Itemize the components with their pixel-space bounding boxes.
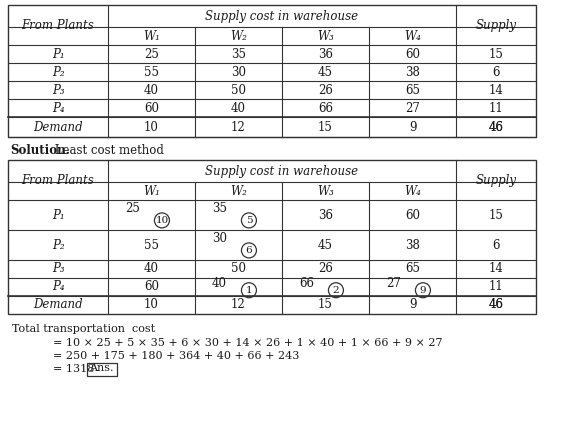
Text: 40: 40 — [231, 102, 246, 114]
Bar — [8, 160, 536, 314]
Text: 65: 65 — [405, 83, 420, 96]
Text: 60: 60 — [144, 280, 159, 294]
Text: 9: 9 — [409, 121, 416, 133]
Text: Supply: Supply — [476, 19, 516, 31]
Text: P₃: P₃ — [52, 263, 64, 275]
Text: 40: 40 — [144, 83, 159, 96]
Text: Supply cost in warehouse: Supply cost in warehouse — [205, 9, 359, 23]
Text: 12: 12 — [231, 298, 246, 312]
Text: W₃: W₃ — [317, 29, 334, 42]
Text: Total transportation  cost: Total transportation cost — [12, 324, 155, 334]
Text: P₁: P₁ — [52, 48, 64, 60]
Text: 60: 60 — [144, 102, 159, 114]
Text: 50: 50 — [231, 263, 246, 275]
Text: 36: 36 — [318, 48, 333, 60]
Text: 66: 66 — [318, 102, 333, 114]
Text: 66: 66 — [299, 277, 314, 289]
Text: 15: 15 — [489, 209, 503, 221]
Text: Solution.: Solution. — [10, 144, 70, 156]
Text: 5: 5 — [246, 216, 252, 225]
Text: 11: 11 — [489, 280, 503, 294]
Text: 15: 15 — [489, 48, 503, 60]
Text: 45: 45 — [318, 238, 333, 252]
Text: 6: 6 — [246, 246, 252, 255]
Text: P₂: P₂ — [52, 238, 64, 252]
Text: 46: 46 — [489, 298, 503, 312]
Text: = 250 + 175 + 180 + 364 + 40 + 66 + 243: = 250 + 175 + 180 + 364 + 40 + 66 + 243 — [53, 351, 299, 361]
Text: 10: 10 — [155, 216, 169, 225]
Text: 30: 30 — [231, 65, 246, 79]
Bar — [87, 363, 117, 376]
Text: 40: 40 — [212, 277, 227, 289]
Text: 45: 45 — [318, 65, 333, 79]
Text: = 1318: = 1318 — [53, 364, 95, 374]
Text: Supply: Supply — [476, 173, 516, 187]
Text: 40: 40 — [144, 263, 159, 275]
Text: 6: 6 — [492, 238, 500, 252]
Text: 50: 50 — [231, 83, 246, 96]
Text: Ans.: Ans. — [89, 363, 113, 373]
Text: 14: 14 — [489, 83, 503, 96]
Text: 35: 35 — [212, 202, 227, 215]
Text: 55: 55 — [144, 238, 159, 252]
Text: 46: 46 — [489, 298, 503, 312]
Text: 46: 46 — [489, 121, 503, 133]
Text: 27: 27 — [386, 277, 401, 289]
Text: W₁: W₁ — [143, 184, 160, 198]
Text: 25: 25 — [125, 202, 140, 215]
Text: 55: 55 — [144, 65, 159, 79]
Text: 65: 65 — [405, 263, 420, 275]
Text: From Plants: From Plants — [22, 173, 95, 187]
Text: P₂: P₂ — [52, 65, 64, 79]
Text: 46: 46 — [489, 121, 503, 133]
Text: From Plants: From Plants — [22, 19, 95, 31]
Text: 30: 30 — [212, 232, 227, 245]
Text: P₄: P₄ — [52, 280, 64, 294]
Text: W₃: W₃ — [317, 184, 334, 198]
Text: 25: 25 — [144, 48, 159, 60]
Text: W₄: W₄ — [404, 184, 421, 198]
Text: 15: 15 — [318, 298, 333, 312]
Text: 60: 60 — [405, 209, 420, 221]
Text: 9: 9 — [420, 286, 426, 295]
Text: 60: 60 — [405, 48, 420, 60]
Text: Demand: Demand — [33, 121, 83, 133]
Text: Supply cost in warehouse: Supply cost in warehouse — [205, 164, 359, 178]
Text: 2: 2 — [333, 286, 339, 295]
Text: 38: 38 — [405, 65, 420, 79]
Text: W₂: W₂ — [230, 184, 247, 198]
Text: W₄: W₄ — [404, 29, 421, 42]
Text: W₂: W₂ — [230, 29, 247, 42]
Text: 9: 9 — [409, 298, 416, 312]
Text: P₃: P₃ — [52, 83, 64, 96]
Text: Least cost method: Least cost method — [51, 144, 164, 156]
Text: 26: 26 — [318, 263, 333, 275]
Text: 15: 15 — [318, 121, 333, 133]
Text: 10: 10 — [144, 121, 159, 133]
Text: 35: 35 — [231, 48, 246, 60]
Text: 26: 26 — [318, 83, 333, 96]
Bar — [8, 5, 536, 137]
Text: 6: 6 — [492, 65, 500, 79]
Text: 36: 36 — [318, 209, 333, 221]
Text: 12: 12 — [231, 121, 246, 133]
Text: P₄: P₄ — [52, 102, 64, 114]
Text: W₁: W₁ — [143, 29, 160, 42]
Text: = 10 × 25 + 5 × 35 + 6 × 30 + 14 × 26 + 1 × 40 + 1 × 66 + 9 × 27: = 10 × 25 + 5 × 35 + 6 × 30 + 14 × 26 + … — [53, 338, 443, 348]
Text: 10: 10 — [144, 298, 159, 312]
Text: 38: 38 — [405, 238, 420, 252]
Text: 27: 27 — [405, 102, 420, 114]
Text: 14: 14 — [489, 263, 503, 275]
Text: 11: 11 — [489, 102, 503, 114]
Text: P₁: P₁ — [52, 209, 64, 221]
Text: 1: 1 — [246, 286, 252, 295]
Text: Demand: Demand — [33, 298, 83, 312]
